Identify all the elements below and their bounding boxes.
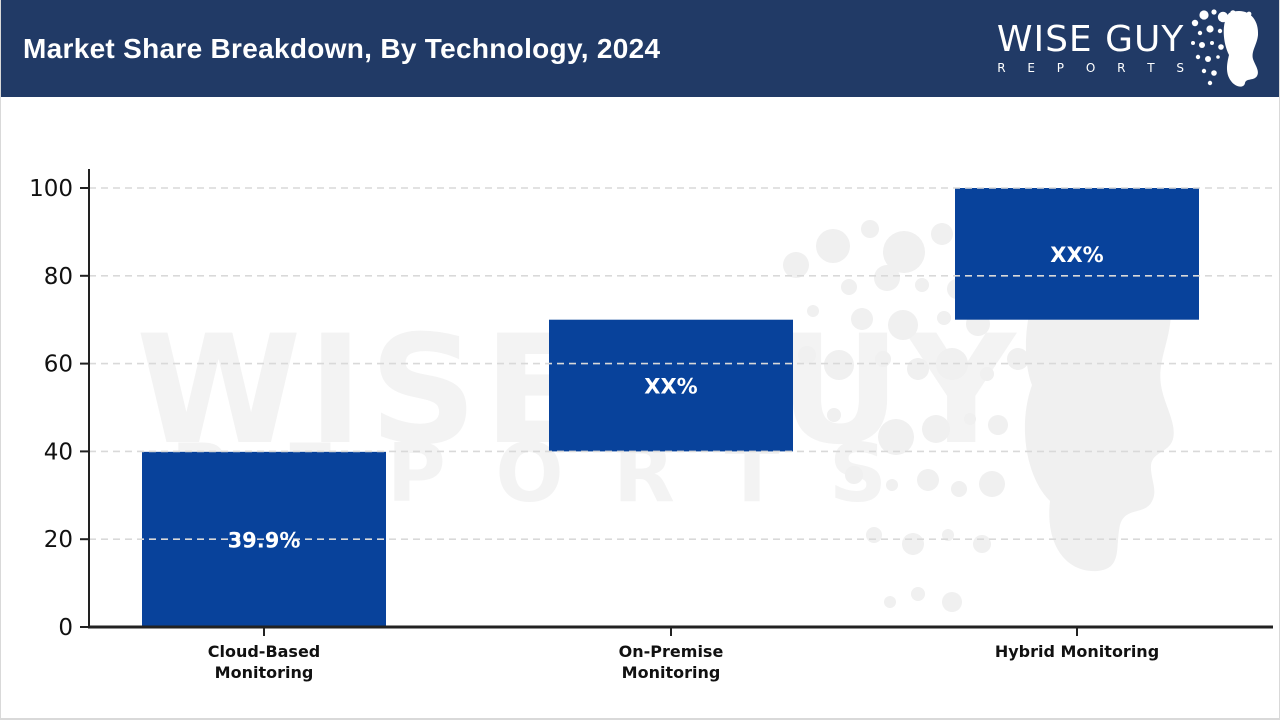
brand-subname: R E P O R T S: [997, 61, 1193, 75]
brand-logo-text: WISE GUY R E P O R T S: [988, 19, 1193, 76]
brand-name: WISE GUY: [996, 19, 1185, 60]
y-tick-label-60: 60: [44, 352, 73, 378]
x-category-label-2: On-Premise: [619, 642, 724, 661]
x-category-label-2: Monitoring: [622, 663, 721, 682]
page-title: Market Share Breakdown, By Technology, 2…: [23, 32, 661, 64]
brand-face-icon: [1191, 8, 1259, 87]
x-category-label-1: Monitoring: [215, 663, 314, 682]
y-tick-label-40: 40: [44, 439, 73, 465]
bar-value-label-3: XX%: [1050, 243, 1103, 267]
bar-3: [955, 188, 1199, 320]
chart-area: WISE GUY R E P O R T S 0 20 40 60 80 100 39.9% XX…: [1, 97, 1279, 718]
bar-value-label-1: 39.9%: [228, 528, 301, 552]
y-tick-label-100: 100: [29, 176, 73, 202]
y-tick-label-80: 80: [44, 264, 73, 290]
bar-2: [549, 319, 793, 452]
y-tick-label-20: 20: [44, 527, 73, 553]
brand-logo: WISE GUY R E P O R T S: [988, 5, 1279, 93]
x-category-label-1: Cloud-Based: [208, 642, 321, 661]
bar-value-label-2: XX%: [644, 375, 697, 399]
x-category-label-3: Hybrid Monitoring: [995, 642, 1159, 661]
y-tick-label-0: 0: [58, 615, 73, 641]
header-bar: Market Share Breakdown, By Technology, 2…: [1, 0, 1279, 97]
